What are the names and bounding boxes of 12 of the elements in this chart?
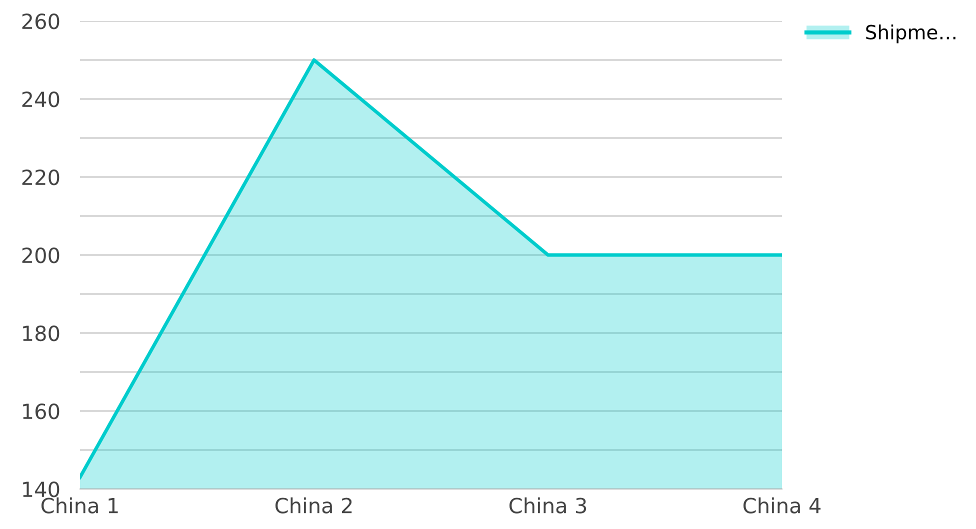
y-tick-label: 180 [23, 325, 60, 342]
y-tick-label: 160 [23, 403, 60, 420]
x-tick-label: China 2 [275, 497, 352, 514]
x-tick-label: China 4 [743, 497, 821, 514]
y-tick-label: 200 [22, 247, 60, 264]
x-tick-label: China 1 [41, 497, 118, 514]
x-tick-label: China 3 [509, 497, 586, 514]
y-tick-label: 240 [22, 91, 60, 108]
legend-label: Shipme… [866, 24, 956, 44]
y-tick-label: 220 [22, 169, 60, 186]
y-tick-label: 140 [23, 481, 60, 498]
y-tick-label: 260 [22, 13, 60, 30]
